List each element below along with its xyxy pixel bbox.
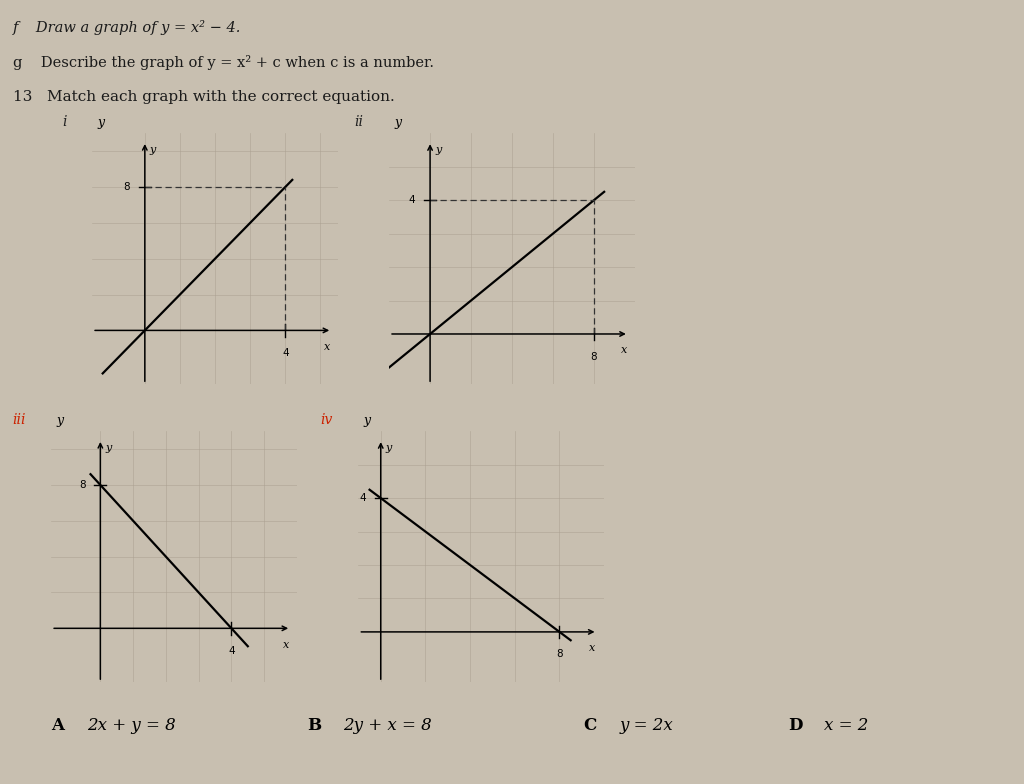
Text: D: D bbox=[788, 717, 803, 734]
Text: y: y bbox=[105, 443, 112, 453]
Text: 2y + x = 8: 2y + x = 8 bbox=[343, 717, 432, 734]
Text: B: B bbox=[307, 717, 322, 734]
Text: A: A bbox=[51, 717, 65, 734]
Text: 8: 8 bbox=[79, 480, 86, 490]
Text: i: i bbox=[62, 115, 67, 129]
Text: x: x bbox=[621, 345, 627, 355]
Text: g    Describe the graph of y = x² + c when c is a number.: g Describe the graph of y = x² + c when … bbox=[13, 55, 434, 70]
Text: 4: 4 bbox=[228, 646, 234, 656]
Text: y: y bbox=[97, 116, 104, 129]
Text: 13   Match each graph with the correct equation.: 13 Match each graph with the correct equ… bbox=[13, 90, 395, 104]
Text: 8: 8 bbox=[124, 182, 130, 192]
Text: y: y bbox=[386, 443, 392, 453]
Text: y: y bbox=[56, 414, 63, 427]
Text: x = 2: x = 2 bbox=[824, 717, 868, 734]
Text: x: x bbox=[284, 640, 290, 650]
Text: 2x + y = 8: 2x + y = 8 bbox=[87, 717, 176, 734]
Text: x: x bbox=[589, 643, 595, 653]
Text: y: y bbox=[364, 414, 371, 427]
Text: f    Draw a graph of y = x² − 4.: f Draw a graph of y = x² − 4. bbox=[13, 20, 242, 34]
Text: iii: iii bbox=[12, 413, 26, 427]
Text: 4: 4 bbox=[282, 348, 289, 358]
Text: iv: iv bbox=[321, 413, 333, 427]
Text: 4: 4 bbox=[409, 195, 416, 205]
Text: y = 2x: y = 2x bbox=[620, 717, 673, 734]
Text: x: x bbox=[325, 342, 331, 352]
Text: 8: 8 bbox=[591, 351, 597, 361]
Text: ii: ii bbox=[354, 115, 364, 129]
Text: y: y bbox=[435, 145, 441, 155]
Text: y: y bbox=[150, 145, 156, 155]
Text: 8: 8 bbox=[556, 649, 563, 659]
Text: C: C bbox=[584, 717, 597, 734]
Text: y: y bbox=[394, 116, 401, 129]
Text: 4: 4 bbox=[359, 493, 366, 503]
